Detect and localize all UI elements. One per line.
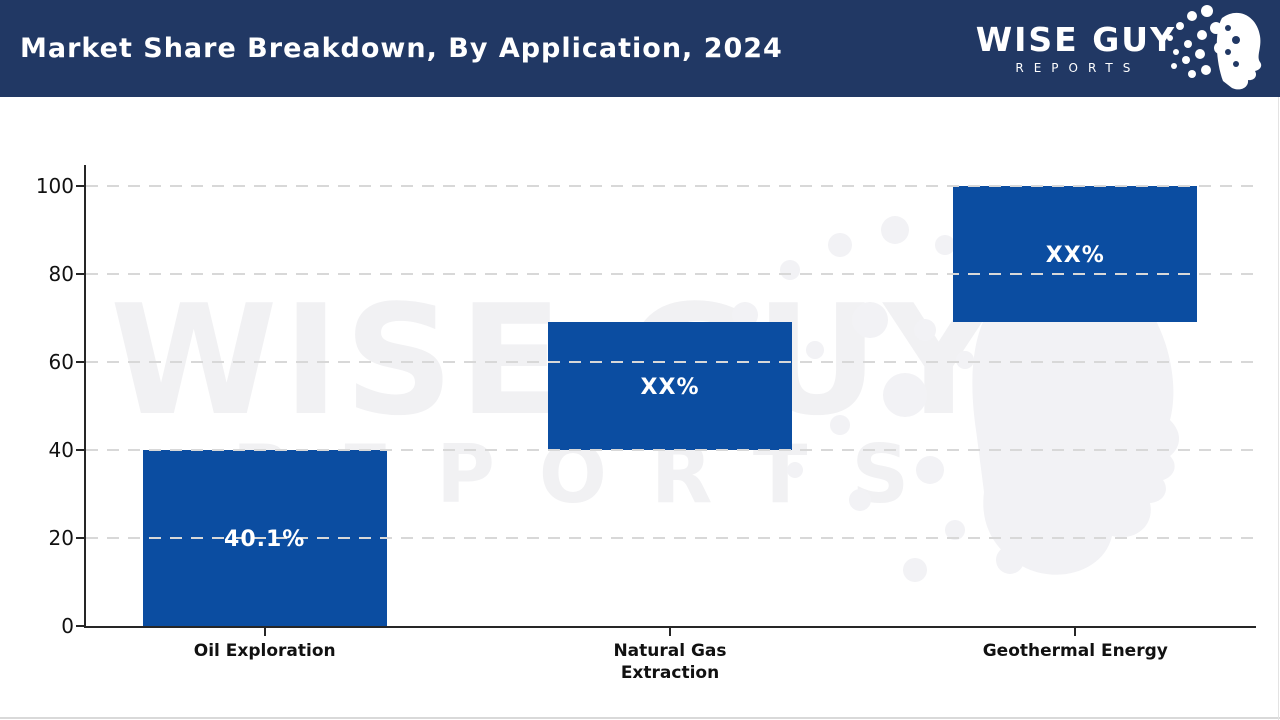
header-bar: Market Share Breakdown, By Application, …: [0, 0, 1280, 97]
y-axis-label: 0: [61, 614, 74, 638]
y-tick-mark: [76, 361, 84, 363]
x-axis-spine: [84, 626, 1256, 628]
bottom-border-line: [0, 717, 1280, 719]
y-axis-label: 40: [48, 438, 74, 462]
x-tick-mark: [263, 628, 266, 636]
logo-reports-label: REPORTS: [1015, 60, 1141, 75]
wise-guy-reports-logo: WISE GUY REPORTS: [976, 4, 1280, 94]
y-tick-mark: [76, 625, 84, 627]
x-axis-label: Oil Exploration: [193, 641, 336, 661]
logo-wiseguy-label: WISE GUY: [975, 19, 1176, 59]
bar-segment: [548, 322, 792, 450]
y-tick-mark: [76, 449, 84, 451]
y-axis-label: 60: [48, 350, 74, 374]
gridline: [86, 537, 1254, 539]
gridline: [86, 361, 1254, 363]
y-axis-label: 20: [48, 526, 74, 550]
right-border-line: [1278, 97, 1279, 720]
chart-plot-area: 40.1% XX% XX%: [86, 165, 1254, 626]
bar-segment: [953, 186, 1198, 323]
y-tick-mark: [76, 273, 84, 275]
bar-value-label: XX%: [640, 375, 700, 401]
gridline: [86, 273, 1254, 275]
x-axis-label: Natural Gas Extraction: [613, 641, 727, 684]
bar-value-label: 40.1%: [224, 526, 306, 552]
y-tick-mark: [76, 537, 84, 539]
logo-face-icon: [1167, 4, 1262, 89]
x-tick-mark: [669, 628, 671, 636]
gridline: [86, 449, 1254, 451]
bar-value-label: XX%: [1045, 243, 1105, 269]
logo-text: WISE GUY REPORTS: [976, 23, 1176, 75]
y-tick-mark: [76, 185, 84, 187]
watermark-face-dots-icon: [732, 216, 1180, 582]
gridline: [86, 185, 1254, 187]
page-title: Market Share Breakdown, By Application, …: [20, 33, 783, 64]
y-axis-label: 80: [48, 262, 74, 286]
x-axis-label: Geothermal Energy: [982, 641, 1168, 661]
y-axis-spine: [84, 165, 86, 628]
x-tick-mark: [1074, 628, 1077, 636]
y-axis-label: 100: [35, 174, 74, 198]
